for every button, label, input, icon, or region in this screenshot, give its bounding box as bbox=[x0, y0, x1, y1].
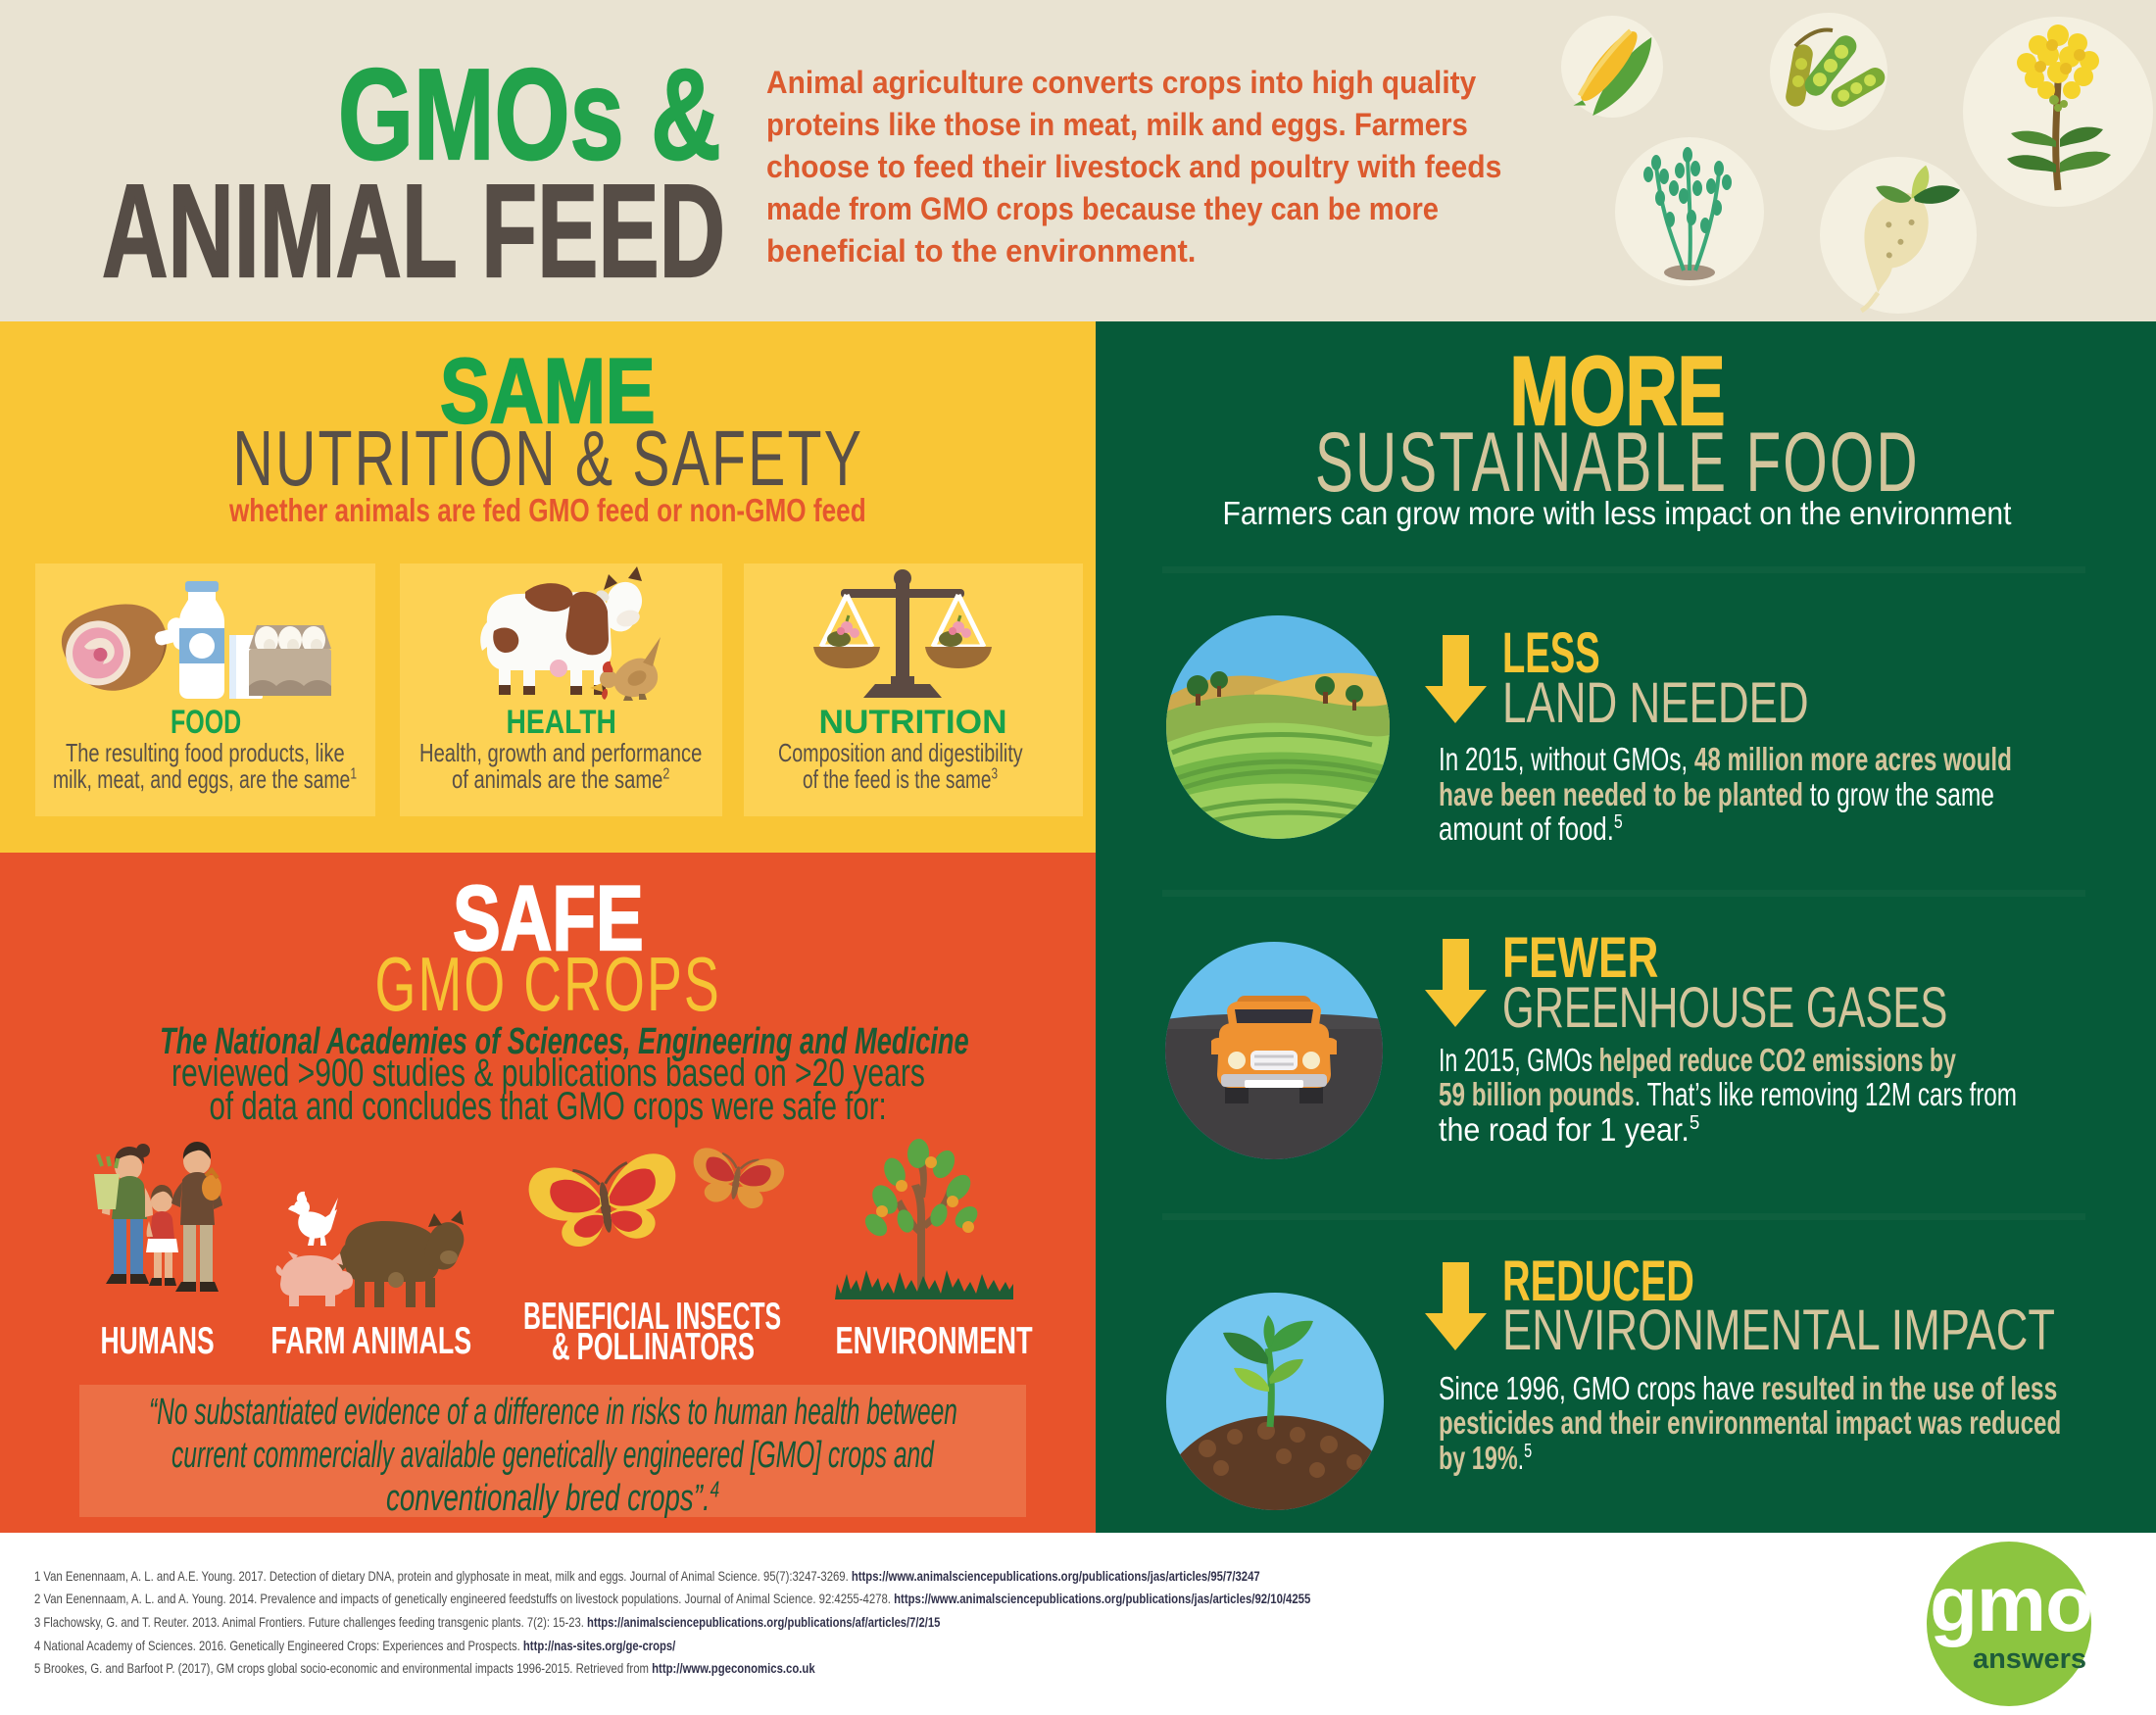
svg-text:gmo: gmo bbox=[1930, 1560, 2092, 1647]
svg-text:answers: answers bbox=[1973, 1643, 2086, 1675]
